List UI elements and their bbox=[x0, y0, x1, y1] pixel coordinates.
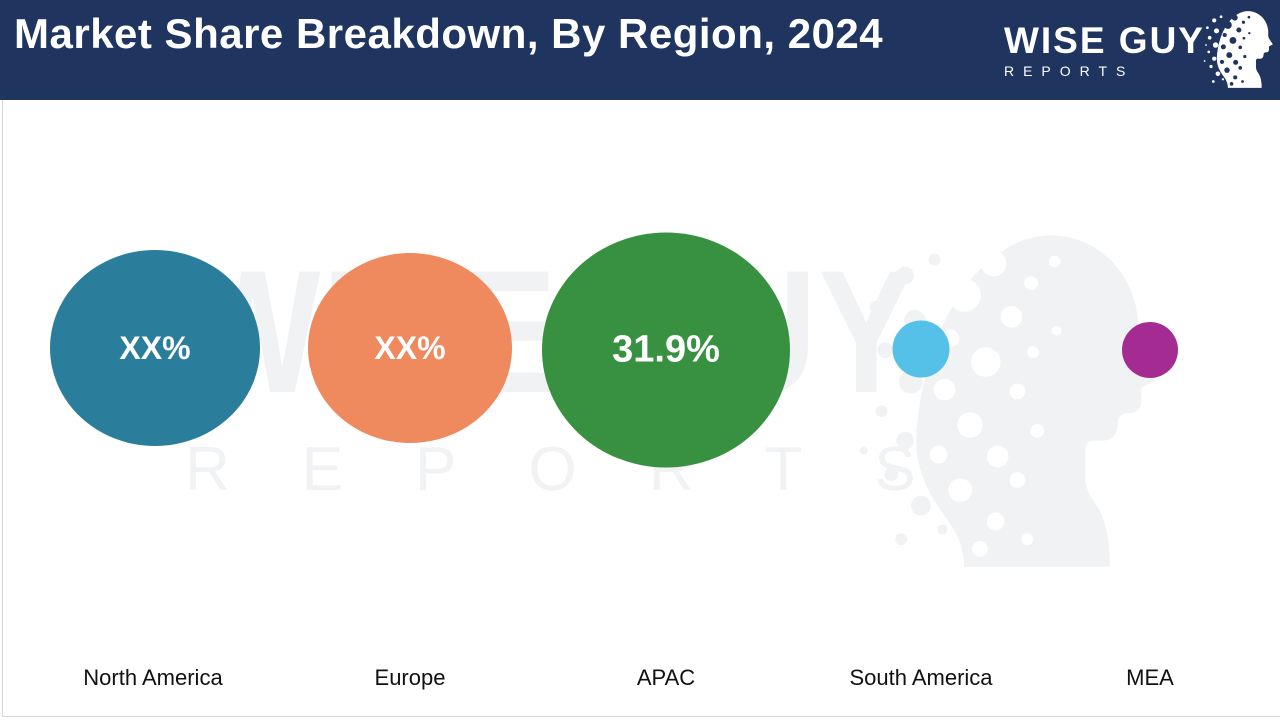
brand-logo: WISE GUY REPORTS bbox=[1004, 8, 1274, 100]
bubble: XX% bbox=[50, 250, 260, 446]
watermark-head-icon bbox=[848, 222, 1163, 567]
category-label-apac: APAC bbox=[636, 665, 696, 690]
plot-border bbox=[2, 100, 1280, 717]
category-label-mea: MEA bbox=[1126, 665, 1174, 690]
watermark-brand-subtitle: REPORTS bbox=[185, 435, 988, 504]
bubble-europe: XX% bbox=[308, 253, 512, 443]
brand-subtitle: REPORTS bbox=[1003, 63, 1135, 79]
category-label-north-america: North America bbox=[83, 665, 223, 690]
bubble bbox=[1122, 322, 1178, 378]
wiseguy-head-icon bbox=[1201, 8, 1274, 88]
bubble-chart: WISE GUY REPORTS bbox=[0, 100, 1280, 720]
bubble bbox=[892, 320, 950, 378]
header-bar: Market Share Breakdown, By Region, 2024 … bbox=[0, 0, 1280, 100]
bubble: 31.9% bbox=[542, 232, 790, 468]
page-title: Market Share Breakdown, By Region, 2024 bbox=[14, 10, 884, 57]
bubble-apac: 31.9% bbox=[542, 232, 790, 468]
bubble-value: 31.9% bbox=[612, 328, 720, 371]
brand-logo-text: WISE GUY REPORTS bbox=[1004, 22, 1205, 79]
bubble-north-america: XX% bbox=[50, 250, 260, 446]
bubble-value: XX% bbox=[374, 329, 446, 366]
bubble-south-america bbox=[892, 320, 950, 378]
brand-name: WISE GUY bbox=[1003, 20, 1205, 61]
bubble-value: XX% bbox=[119, 329, 191, 366]
category-label-south-america: South America bbox=[849, 665, 993, 690]
bubble: XX% bbox=[308, 253, 512, 443]
bubble-mea bbox=[1122, 322, 1178, 378]
category-label-europe: Europe bbox=[374, 665, 446, 690]
